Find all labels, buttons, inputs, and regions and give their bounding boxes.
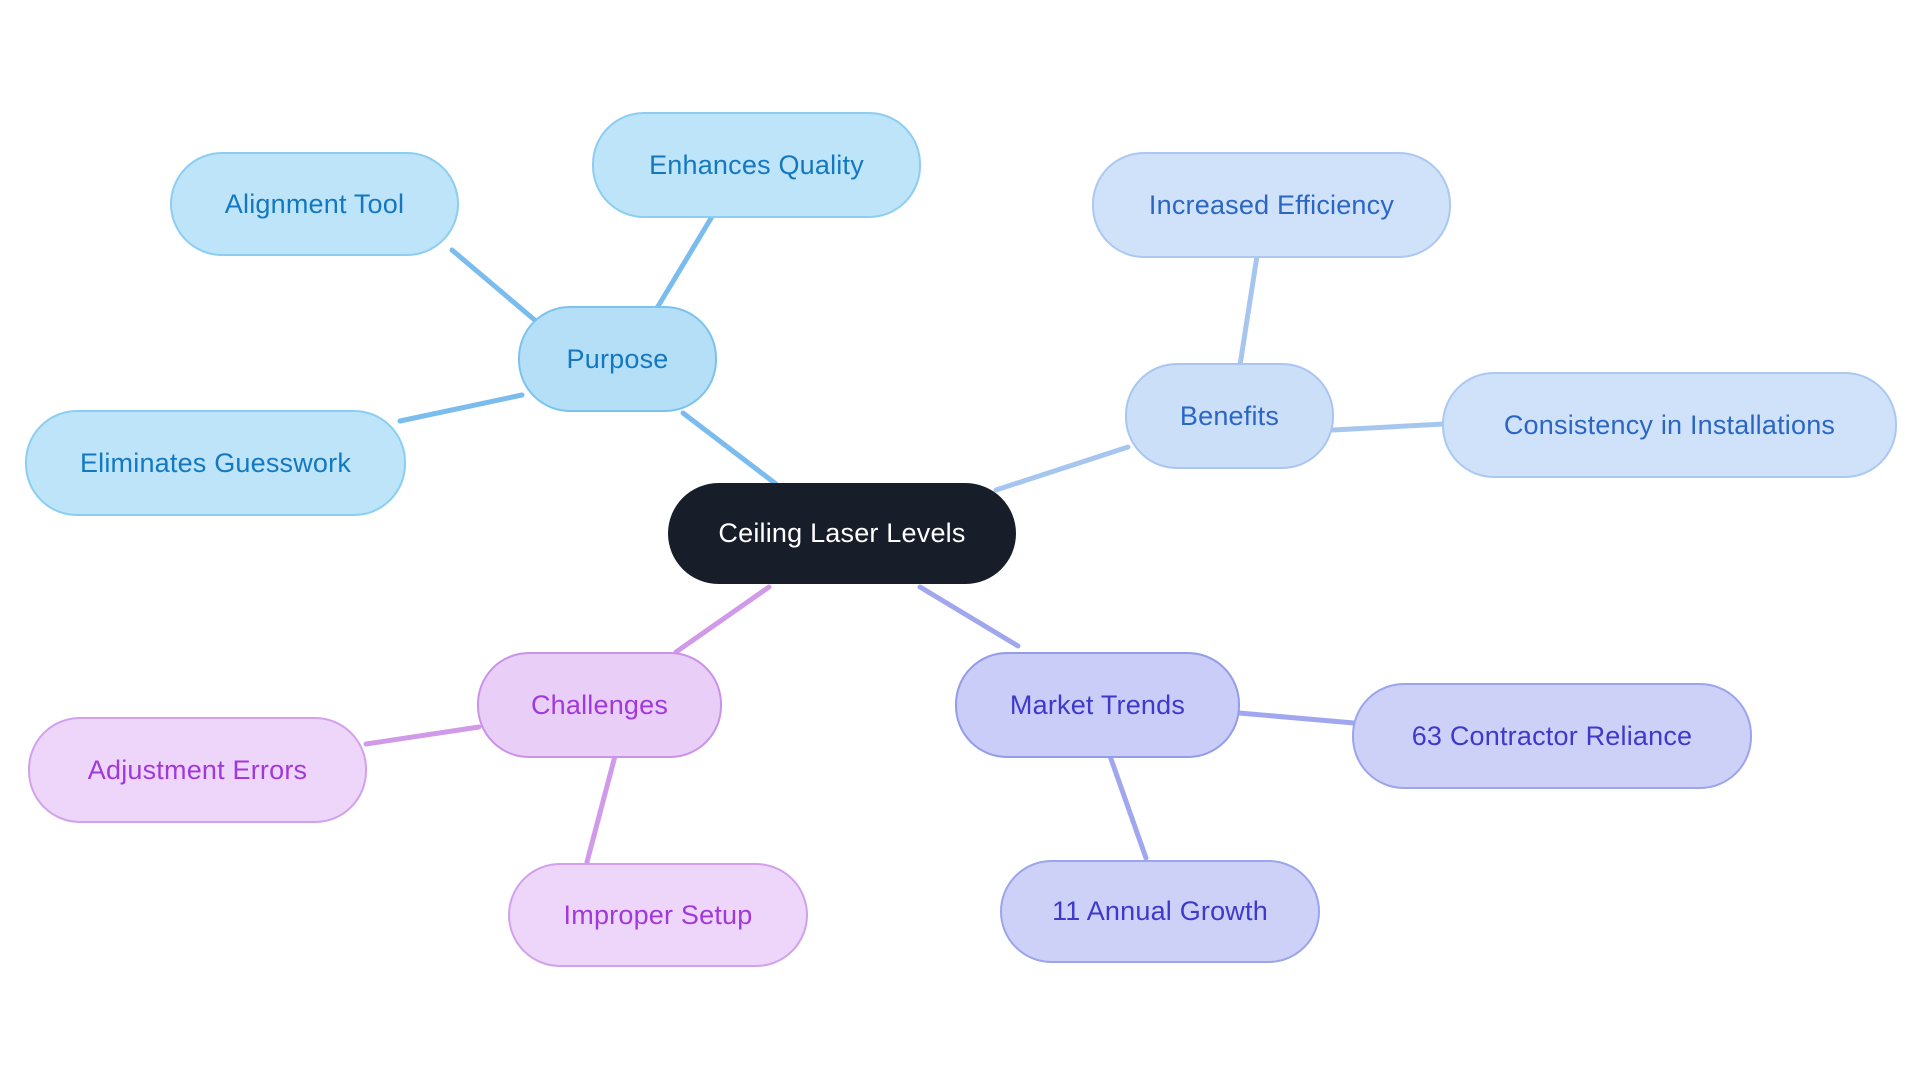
edge-increased-benefits <box>1237 253 1260 368</box>
edge-market-annual <box>1107 753 1149 861</box>
edge-challenges-adjustment <box>363 724 482 747</box>
node-increased-efficiency[interactable]: Increased Efficiency <box>1092 152 1451 258</box>
node-eliminates-guesswork[interactable]: Eliminates Guesswork <box>25 410 406 516</box>
node-purpose[interactable]: Purpose <box>518 306 717 412</box>
edge-eliminates-purpose <box>397 392 525 424</box>
node-improper-setup[interactable]: Improper Setup <box>508 863 808 967</box>
node-annual-growth[interactable]: 11 Annual Growth <box>1000 860 1320 963</box>
node-alignment-tool[interactable]: Alignment Tool <box>170 152 459 256</box>
node-enhances-quality[interactable]: Enhances Quality <box>592 112 921 218</box>
edge-central-challenges <box>673 584 772 655</box>
node-market-trends[interactable]: Market Trends <box>955 652 1240 758</box>
edge-central-market <box>917 584 1021 649</box>
edge-central-benefits <box>993 444 1131 493</box>
edge-challenges-improper <box>584 753 618 865</box>
edge-alignment-purpose <box>449 247 540 325</box>
node-consistency-installations[interactable]: Consistency in Installations <box>1442 372 1897 478</box>
edge-benefits-consistency <box>1330 421 1447 433</box>
node-central-topic[interactable]: Ceiling Laser Levels <box>668 483 1016 584</box>
node-contractor-reliance[interactable]: 63 Contractor Reliance <box>1352 683 1752 789</box>
edge-enhances-purpose <box>654 212 716 311</box>
edge-market-contractor <box>1236 710 1357 726</box>
edge-purpose-central <box>680 410 779 487</box>
node-benefits[interactable]: Benefits <box>1125 363 1334 469</box>
node-adjustment-errors[interactable]: Adjustment Errors <box>28 717 367 823</box>
node-challenges[interactable]: Challenges <box>477 652 722 758</box>
